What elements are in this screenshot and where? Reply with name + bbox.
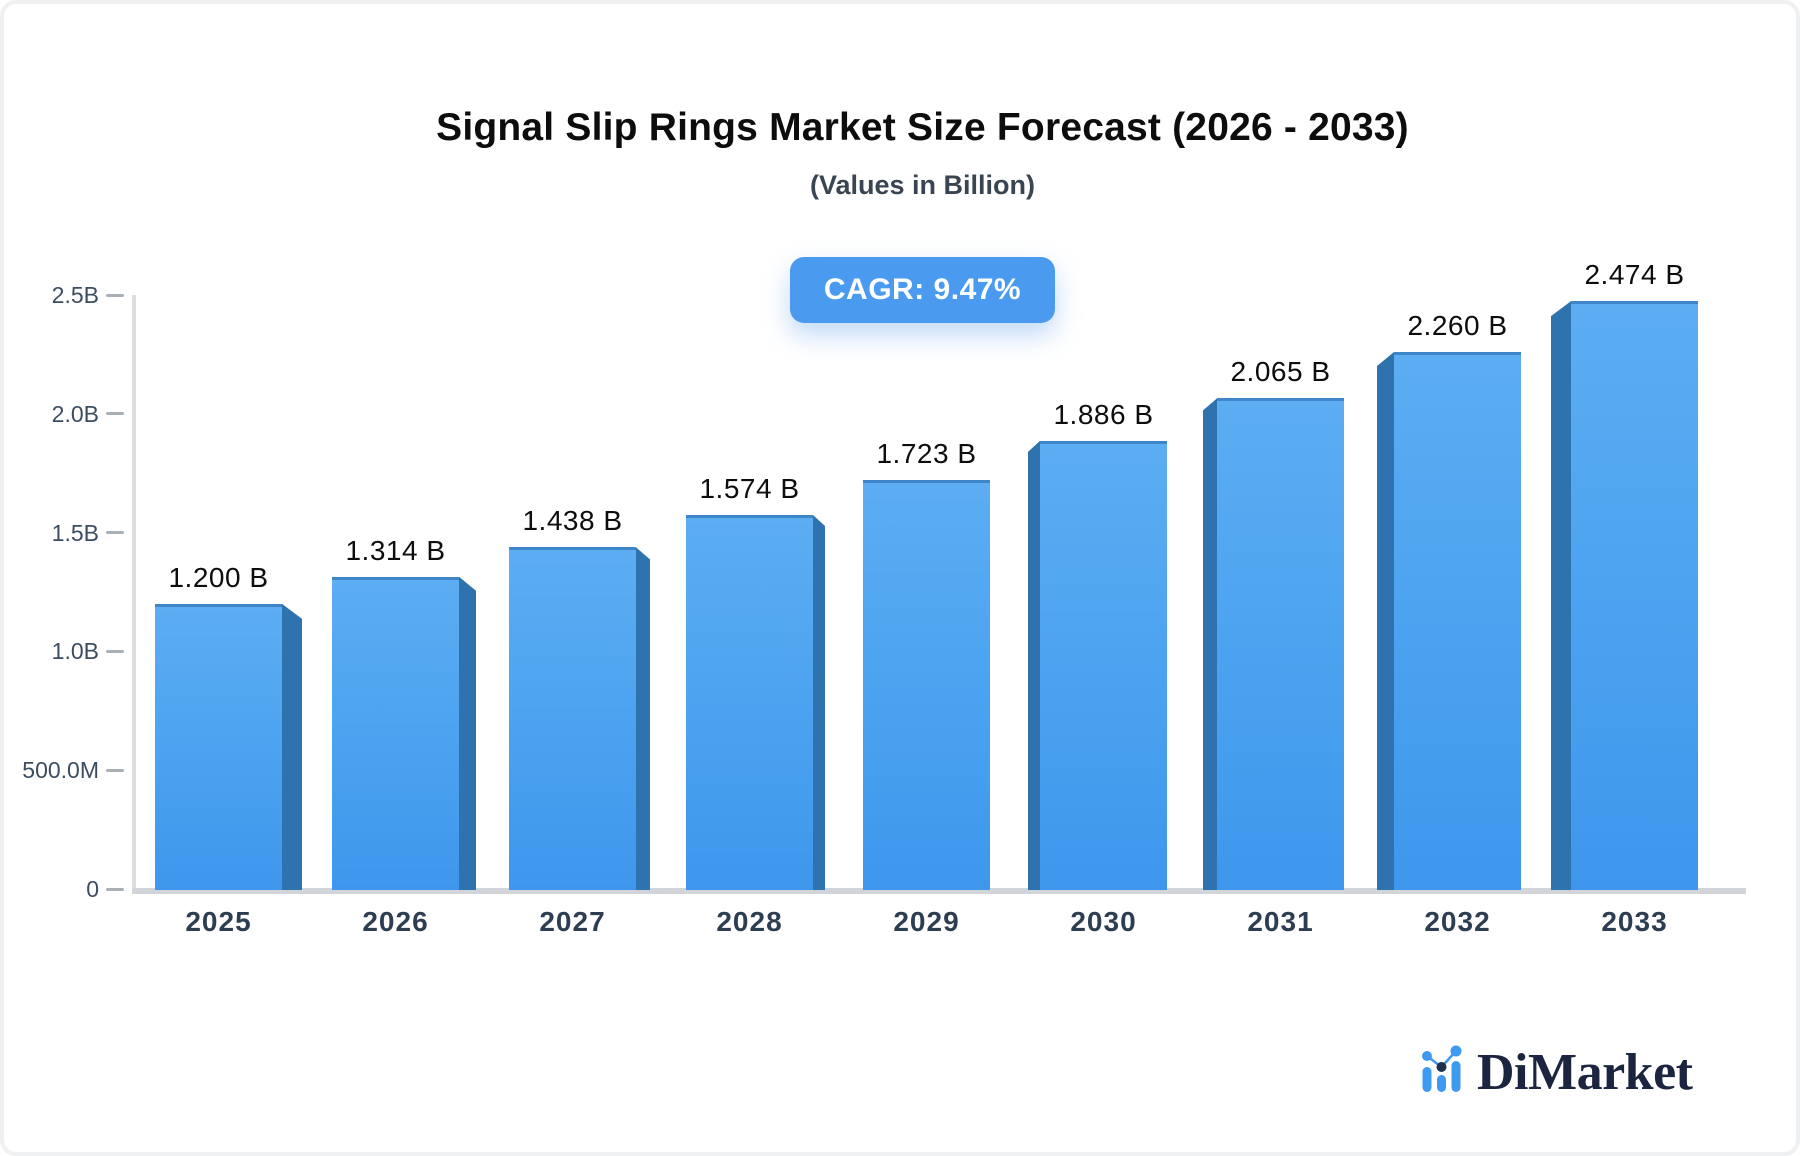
y-axis-label: 0 <box>86 876 99 902</box>
bar <box>509 547 636 890</box>
bar-side-face <box>282 603 302 890</box>
bar-side-face <box>813 515 825 890</box>
brand-logo-text: DiMarket <box>1477 1043 1693 1101</box>
y-axis-label: 2.5B <box>51 282 99 308</box>
x-axis-label: 2030 <box>1070 906 1137 937</box>
x-axis-label: 2029 <box>893 906 960 937</box>
bar-side-face <box>1377 352 1394 890</box>
y-axis-label: 1.0B <box>51 638 99 665</box>
bar <box>686 515 813 890</box>
chart-subtitle: (Values in Billion) <box>809 170 1036 200</box>
y-axis-tick <box>106 649 124 653</box>
bar <box>1394 352 1521 890</box>
x-axis-label: 2028 <box>716 906 783 937</box>
bar-value-label: 2.065 B <box>1230 356 1331 388</box>
y-axis-label: 1.5B <box>51 519 99 546</box>
bar-value-label: 1.723 B <box>876 437 977 469</box>
bar <box>332 576 459 890</box>
brand-logo: DiMarket <box>1422 1042 1693 1101</box>
bar-side-face <box>1551 301 1571 890</box>
x-axis-label: 2033 <box>1601 906 1668 937</box>
bar-value-label: 1.574 B <box>699 473 800 505</box>
bar <box>155 603 282 890</box>
x-axis-label: 2027 <box>539 906 606 937</box>
x-axis-label: 2032 <box>1424 906 1491 937</box>
bar-value-label: 1.200 B <box>168 561 269 593</box>
bar-value-label: 2.474 B <box>1584 259 1685 291</box>
y-axis-tick <box>106 293 124 297</box>
x-axis-label: 2025 <box>185 906 252 937</box>
y-axis-tick <box>106 412 124 416</box>
bar-value-label: 1.314 B <box>345 534 446 566</box>
bar <box>1571 301 1698 890</box>
y-axis-tick <box>106 768 124 772</box>
bar-side-face <box>636 547 650 890</box>
y-axis-label: 500.0M <box>22 757 99 784</box>
bar-side-face <box>1203 398 1217 890</box>
x-axis-label: 2026 <box>362 906 429 937</box>
bar <box>1040 440 1167 890</box>
y-axis-label: 2.0B <box>51 400 99 427</box>
y-axis-tick <box>106 887 124 891</box>
bar-chart-logo-icon <box>1422 1042 1464 1097</box>
bar-side-face <box>1028 440 1040 890</box>
bar <box>863 479 990 890</box>
bar-side-face <box>459 576 476 890</box>
bar-value-label: 1.438 B <box>522 505 623 537</box>
bar-value-label: 2.260 B <box>1407 310 1508 342</box>
page-title: Signal Slip Rings Market Size Forecast (… <box>436 106 1409 149</box>
x-axis-baseline <box>132 888 1746 894</box>
cagr-badge: CAGR: 9.47% <box>789 257 1056 323</box>
bar-chart-plot-area: 0 500.0M 1.0B 1.5B 2.0B 2.5B 1.200 B 2025 1.314 … <box>4 4 1796 1152</box>
y-axis-line <box>132 295 136 889</box>
y-axis-tick <box>106 531 124 535</box>
bar-value-label: 1.886 B <box>1053 398 1154 430</box>
bar <box>1217 398 1344 890</box>
x-axis-label: 2031 <box>1247 906 1314 937</box>
